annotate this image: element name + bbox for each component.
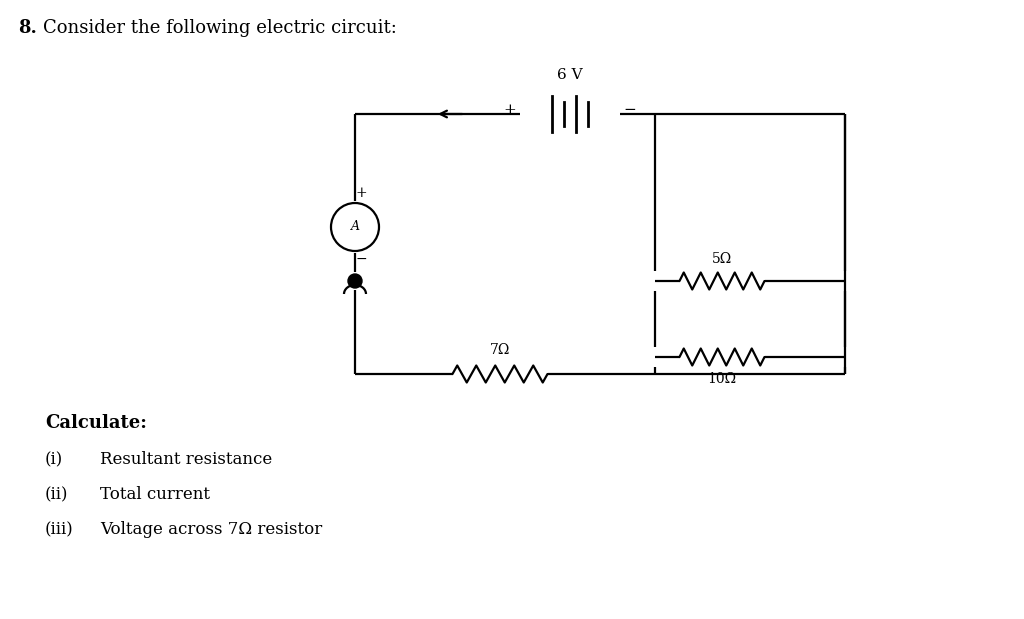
- Text: −: −: [355, 252, 367, 266]
- Text: Voltage across 7Ω resistor: Voltage across 7Ω resistor: [100, 521, 323, 538]
- Text: 7Ω: 7Ω: [489, 343, 510, 357]
- Text: (ii): (ii): [45, 486, 69, 503]
- Text: (i): (i): [45, 451, 63, 468]
- Text: Resultant resistance: Resultant resistance: [100, 451, 272, 468]
- Text: Calculate:: Calculate:: [45, 414, 146, 432]
- Text: 8.: 8.: [18, 19, 37, 37]
- Text: (iii): (iii): [45, 521, 74, 538]
- Text: A: A: [350, 220, 359, 233]
- Text: +: +: [504, 103, 516, 117]
- Circle shape: [348, 274, 362, 288]
- Text: Total current: Total current: [100, 486, 210, 503]
- Text: −: −: [624, 103, 636, 117]
- Text: 6 V: 6 V: [557, 68, 583, 82]
- Text: 10Ω: 10Ω: [708, 372, 736, 386]
- Text: +: +: [355, 186, 367, 200]
- Text: 5Ω: 5Ω: [712, 252, 732, 266]
- Text: Consider the following electric circuit:: Consider the following electric circuit:: [43, 19, 397, 37]
